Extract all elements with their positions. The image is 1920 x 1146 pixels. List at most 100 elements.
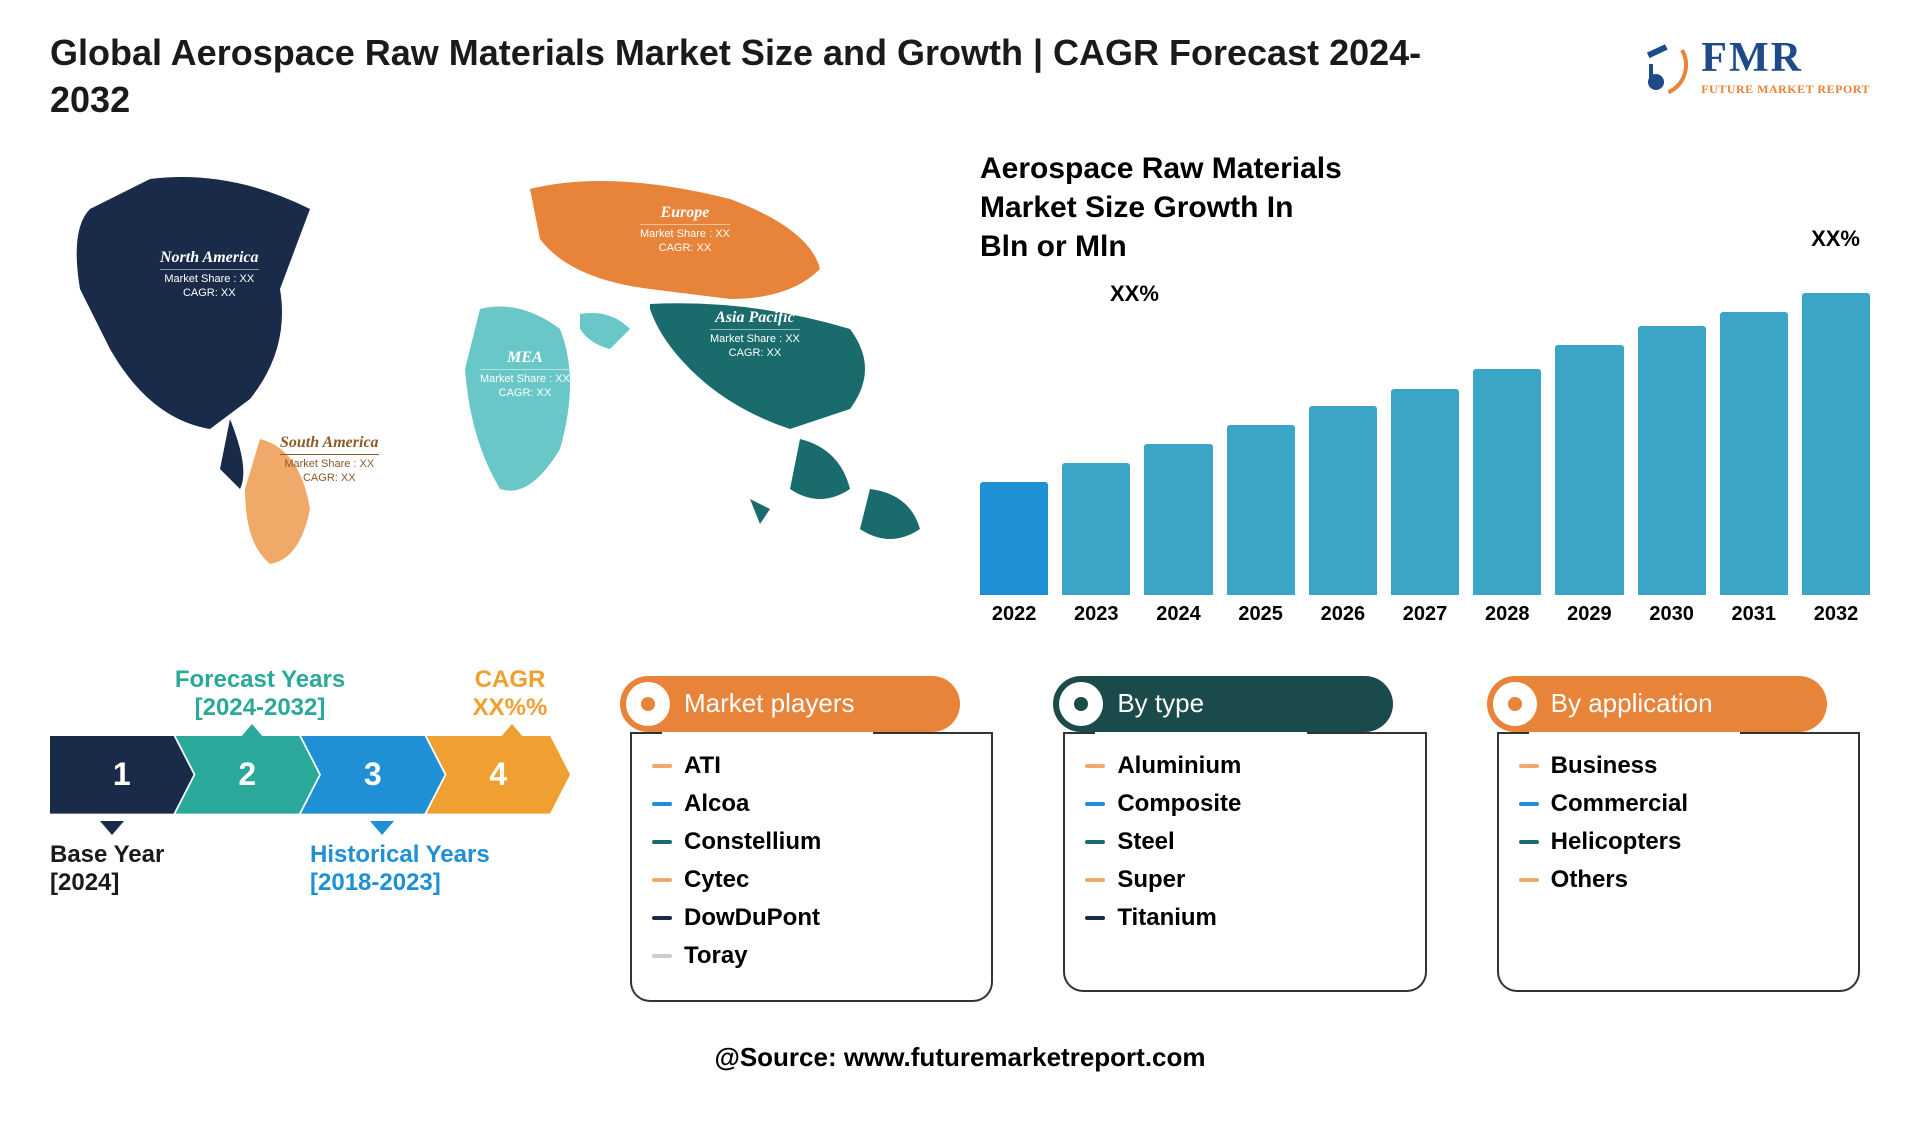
category-item: Helicopters [1519, 828, 1838, 856]
world-map: North America Market Share : XXCAGR: XX … [50, 149, 950, 569]
bar-column: 2027 [1391, 389, 1459, 625]
category-header-label: Market players [684, 688, 855, 719]
category-header-label: By type [1117, 688, 1204, 719]
bar [1473, 369, 1541, 595]
bar-column: 2031 [1720, 312, 1788, 625]
region-south-america: South America Market Share : XXCAGR: XX [280, 434, 379, 486]
category-item: Business [1519, 752, 1838, 780]
category-columns: Market players ATI Alcoa Constellium Cytec Do… [620, 676, 1870, 1002]
logo: FMR FUTURE MARKET REPORT [1621, 30, 1870, 100]
source-attribution: @Source: www.futuremarketreport.com [50, 1042, 1870, 1073]
lower-section: Forecast Years [2024-2032] CAGR XX%% 123… [50, 676, 1870, 1002]
timeline-label-base: Base Year [2024] [50, 841, 200, 897]
category-item: Composite [1085, 790, 1404, 818]
category-header-pill: By application [1487, 676, 1827, 732]
bar [1638, 326, 1706, 594]
tick-icon [1519, 840, 1539, 844]
timeline-label-cagr: CAGR XX%% [450, 666, 570, 722]
header: Global Aerospace Raw Materials Market Si… [50, 30, 1870, 124]
pill-circle-icon [1059, 682, 1103, 726]
category-item-label: Others [1551, 866, 1628, 894]
category-item: Others [1519, 866, 1838, 894]
timeline-chevrons: Forecast Years [2024-2032] CAGR XX%% 123… [50, 676, 570, 1002]
category-item: Cytec [652, 866, 971, 894]
timeline-chevron: 2 [176, 736, 320, 814]
bar-year-label: 2023 [1074, 603, 1119, 626]
timeline-label-forecast: Forecast Years [2024-2032] [170, 666, 350, 722]
tick-icon [1085, 802, 1105, 806]
upper-section: North America Market Share : XXCAGR: XX … [50, 149, 1870, 626]
category-header-pill: Market players [620, 676, 960, 732]
bar-column: 2023 [1062, 463, 1130, 626]
bar [1720, 312, 1788, 594]
logo-tagline: FUTURE MARKET REPORT [1701, 82, 1870, 97]
category-item: DowDuPont [652, 904, 971, 932]
category-frame: AluminiumCompositeSteelSuperTitanium [1063, 732, 1426, 992]
bar [1802, 293, 1870, 594]
category-header-pill: By type [1053, 676, 1393, 732]
bar-year-label: 2024 [1156, 603, 1201, 626]
category-item: ATI [652, 752, 971, 780]
category-item: Steel [1085, 828, 1404, 856]
bar-column: 2025 [1227, 425, 1295, 625]
logo-acronym: FMR [1701, 34, 1870, 82]
category-list: Business Commercial Helicopters Others [1519, 752, 1838, 894]
tick-icon [652, 764, 672, 768]
category-header-label: By application [1551, 688, 1713, 719]
category-item-label: Titanium [1117, 904, 1217, 932]
bar-year-label: 2028 [1485, 603, 1530, 626]
bar-year-label: 2022 [992, 603, 1037, 626]
tick-icon [1085, 916, 1105, 920]
category-item-label: Steel [1117, 828, 1174, 856]
bar [1062, 463, 1130, 595]
bar-year-label: 2025 [1238, 603, 1283, 626]
bar [1555, 345, 1623, 594]
category-block: By typeAluminiumCompositeSteelSuperTitan… [1053, 676, 1436, 1002]
timeline-chevron: 4 [427, 736, 571, 814]
arrow-up-icon [500, 724, 524, 738]
bar [1227, 425, 1295, 594]
category-item-label: Cytec [684, 866, 749, 894]
tick-icon [652, 802, 672, 806]
category-item-label: Commercial [1551, 790, 1688, 818]
bar [1391, 389, 1459, 594]
bullet-icon [641, 697, 655, 711]
tick-icon [1085, 878, 1105, 882]
region-mea: MEA Market Share : XXCAGR: XX [480, 349, 570, 401]
bar-column: 2029 [1555, 345, 1623, 625]
category-item-label: DowDuPont [684, 904, 820, 932]
region-north-america: North America Market Share : XXCAGR: XX [160, 249, 259, 301]
tick-icon [1519, 764, 1539, 768]
chart-title: Aerospace Raw Materials Market Size Grow… [980, 149, 1870, 266]
category-list: ATIAlcoaConstelliumCytecDowDuPontToray [652, 752, 971, 970]
bar-column: 2022 [980, 482, 1048, 626]
bar-column: 2028 [1473, 369, 1541, 626]
category-item-label: Composite [1117, 790, 1241, 818]
arrow-down-icon [370, 821, 394, 835]
category-item-label: Business [1551, 752, 1658, 780]
bar-year-label: 2026 [1321, 603, 1366, 626]
category-item: Titanium [1085, 904, 1404, 932]
timeline-label-historical: Historical Years [2018-2023] [310, 841, 530, 897]
category-item: Aluminium [1085, 752, 1404, 780]
bar-year-label: 2032 [1814, 603, 1859, 626]
bar-column: 2032 [1802, 293, 1870, 625]
category-item-label: Constellium [684, 828, 821, 856]
bullet-icon [1074, 697, 1088, 711]
arrow-up-icon [240, 724, 264, 738]
category-block: By application Business Commercial Helicopt… [1487, 676, 1870, 1002]
bar-year-label: 2029 [1567, 603, 1612, 626]
tick-icon [652, 954, 672, 958]
bar [1144, 444, 1212, 595]
category-item: Alcoa [652, 790, 971, 818]
category-item: Commercial [1519, 790, 1838, 818]
category-list: AluminiumCompositeSteelSuperTitanium [1085, 752, 1404, 932]
annotation-2032: XX% [1811, 226, 1860, 252]
bar-year-label: 2031 [1732, 603, 1777, 626]
growth-bar-chart: Aerospace Raw Materials Market Size Grow… [980, 149, 1870, 626]
region-asia-pacific: Asia Pacific Market Share : XXCAGR: XX [710, 309, 800, 361]
tick-icon [1085, 764, 1105, 768]
bar-year-label: 2027 [1403, 603, 1448, 626]
telescope-icon [1621, 30, 1691, 100]
category-item-label: Alcoa [684, 790, 749, 818]
